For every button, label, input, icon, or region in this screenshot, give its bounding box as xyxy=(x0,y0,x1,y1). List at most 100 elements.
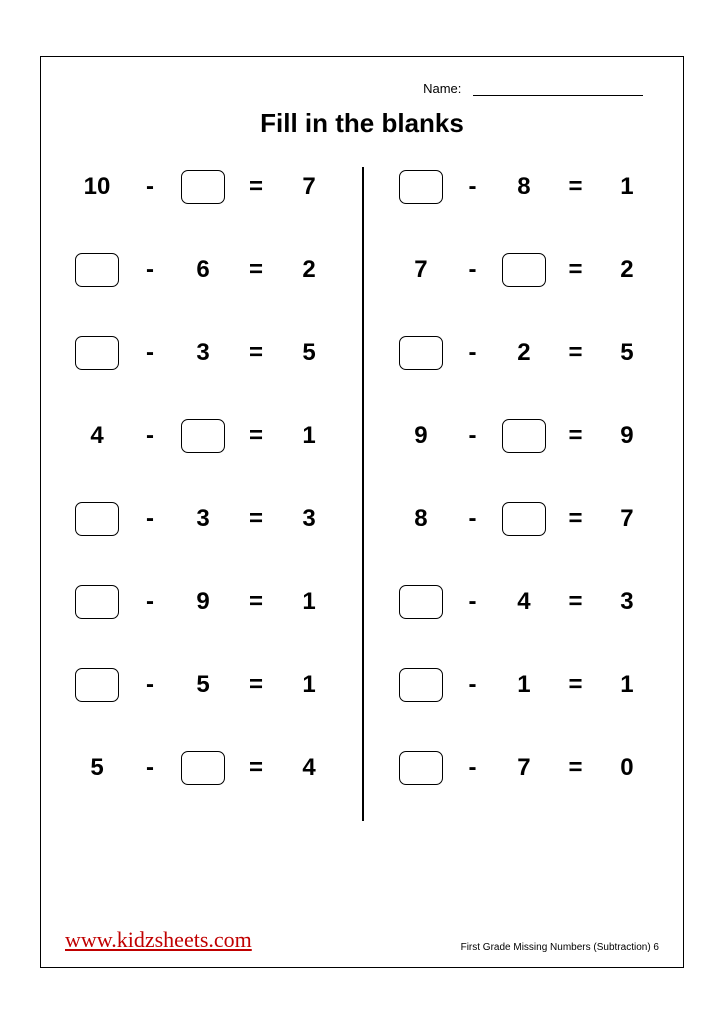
operand-a: 8 xyxy=(399,505,443,533)
result: 1 xyxy=(605,173,649,201)
equals-sign: = xyxy=(246,339,266,367)
problem-row: 5- = 4 xyxy=(75,748,331,788)
equals-sign: = xyxy=(565,173,585,201)
operand-b: 3 xyxy=(181,505,225,533)
operand-b: 6 xyxy=(181,256,225,284)
problem-row: 9-=9 xyxy=(399,416,649,456)
problem-row: -7 = 0 xyxy=(399,748,649,788)
minus-sign: - xyxy=(140,754,160,782)
minus-sign: - xyxy=(462,339,482,367)
result: 1 xyxy=(287,422,331,450)
operand-a: 7 xyxy=(399,256,443,284)
minus-sign: - xyxy=(462,422,482,450)
problem-row: 4- = 1 xyxy=(75,416,331,456)
blank-box[interactable] xyxy=(502,253,546,287)
blank-box[interactable] xyxy=(399,668,443,702)
result: 7 xyxy=(605,505,649,533)
operand-a: 4 xyxy=(75,422,119,450)
blank-box[interactable] xyxy=(502,502,546,536)
minus-sign: - xyxy=(462,505,482,533)
minus-sign: - xyxy=(140,671,160,699)
blank-box[interactable] xyxy=(75,668,119,702)
problem-row: -2=5 xyxy=(399,333,649,373)
equals-sign: = xyxy=(246,671,266,699)
blank-box[interactable] xyxy=(75,253,119,287)
blank-box[interactable] xyxy=(399,336,443,370)
blank-box[interactable] xyxy=(399,585,443,619)
minus-sign: - xyxy=(140,173,160,201)
blank-box[interactable] xyxy=(75,336,119,370)
name-row: Name: xyxy=(65,81,659,96)
equals-sign: = xyxy=(565,505,585,533)
worksheet-page: Name: Fill in the blanks 10-=7-6=2-3=54-… xyxy=(40,56,684,968)
right-column: -8=17-=2-2=59-=98-=7-4=3-1=1-7=0 xyxy=(385,167,649,788)
result: 5 xyxy=(605,339,649,367)
name-label: Name: xyxy=(423,81,461,96)
center-divider xyxy=(362,167,364,821)
operand-b: 9 xyxy=(181,588,225,616)
minus-sign: - xyxy=(140,505,160,533)
website-link[interactable]: www.kidzsheets.com xyxy=(65,927,252,953)
operand-b: 1 xyxy=(502,671,546,699)
result: 2 xyxy=(605,256,649,284)
minus-sign: - xyxy=(140,422,160,450)
operand-b: 7 xyxy=(502,754,546,782)
minus-sign: - xyxy=(462,754,482,782)
equals-sign: = xyxy=(246,754,266,782)
operand-b: 5 xyxy=(181,671,225,699)
blank-box[interactable] xyxy=(181,419,225,453)
operand-b: 2 xyxy=(502,339,546,367)
problem-row: 8- = 7 xyxy=(399,499,649,539)
operand-a: 9 xyxy=(399,422,443,450)
result: 1 xyxy=(605,671,649,699)
footer: www.kidzsheets.com First Grade Missing N… xyxy=(65,927,659,953)
blank-box[interactable] xyxy=(181,751,225,785)
result: 4 xyxy=(287,754,331,782)
problem-row: -9 = 1 xyxy=(75,582,331,622)
result: 9 xyxy=(605,422,649,450)
problem-row: -3=3 xyxy=(75,499,331,539)
sheet-id: First Grade Missing Numbers (Subtraction… xyxy=(461,942,659,953)
blank-box[interactable] xyxy=(399,751,443,785)
operand-b: 8 xyxy=(502,173,546,201)
name-input-line[interactable] xyxy=(473,95,643,96)
operand-a: 10 xyxy=(75,173,119,201)
equals-sign: = xyxy=(246,173,266,201)
equals-sign: = xyxy=(565,588,585,616)
result: 1 xyxy=(287,588,331,616)
result: 7 xyxy=(287,173,331,201)
equals-sign: = xyxy=(246,505,266,533)
minus-sign: - xyxy=(462,256,482,284)
problem-row: -5 = 1 xyxy=(75,665,331,705)
result: 3 xyxy=(605,588,649,616)
blank-box[interactable] xyxy=(75,585,119,619)
problem-row: 7- = 2 xyxy=(399,250,649,290)
result: 0 xyxy=(605,754,649,782)
equals-sign: = xyxy=(565,256,585,284)
problems-area: 10-=7-6=2-3=54-=1-3=3-9=1-5=15-=4 -8=17-… xyxy=(65,167,659,788)
equals-sign: = xyxy=(565,754,585,782)
minus-sign: - xyxy=(462,173,482,201)
minus-sign: - xyxy=(140,256,160,284)
problem-row: -3=5 xyxy=(75,333,331,373)
problem-row: -1=1 xyxy=(399,665,649,705)
equals-sign: = xyxy=(246,422,266,450)
blank-box[interactable] xyxy=(502,419,546,453)
equals-sign: = xyxy=(246,588,266,616)
result: 1 xyxy=(287,671,331,699)
result: 3 xyxy=(287,505,331,533)
minus-sign: - xyxy=(462,588,482,616)
problem-row: -6 = 2 xyxy=(75,250,331,290)
equals-sign: = xyxy=(246,256,266,284)
operand-b: 3 xyxy=(181,339,225,367)
operand-a: 5 xyxy=(75,754,119,782)
result: 2 xyxy=(287,256,331,284)
minus-sign: - xyxy=(140,339,160,367)
blank-box[interactable] xyxy=(75,502,119,536)
blank-box[interactable] xyxy=(181,170,225,204)
minus-sign: - xyxy=(140,588,160,616)
problem-row: -4=3 xyxy=(399,582,649,622)
problem-row: 10- = 7 xyxy=(75,167,331,207)
minus-sign: - xyxy=(462,671,482,699)
blank-box[interactable] xyxy=(399,170,443,204)
